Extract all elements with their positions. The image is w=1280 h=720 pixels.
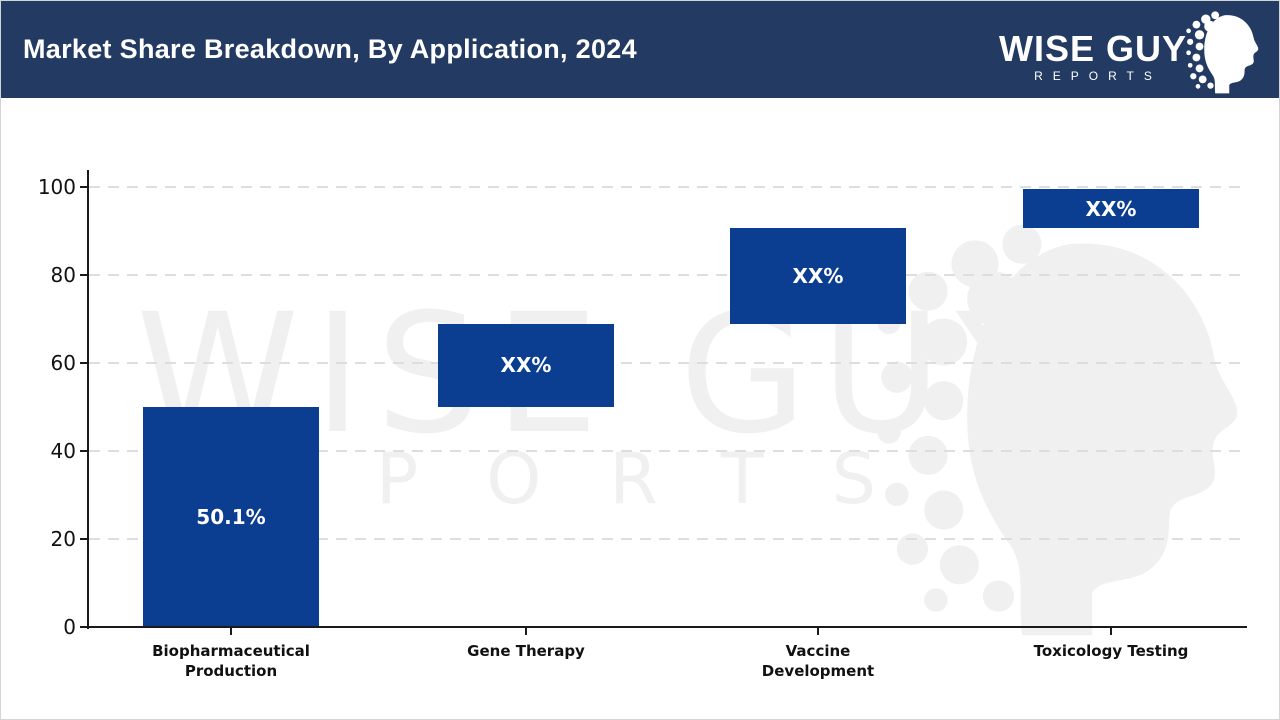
page-title: Market Share Breakdown, By Application, … [23,34,637,64]
x-axis-line [87,626,1247,628]
x-tick-mark [230,628,232,635]
y-tick-mark [80,186,88,188]
gridline [89,186,1246,188]
y-tick-mark [80,362,88,364]
x-category-label: Vaccine Development [761,642,875,680]
bar-segment: XX% [730,228,906,324]
y-tick-label: 20 [50,527,76,551]
logo-wordmark: WISE GUY [998,28,1187,69]
wiseguy-logo-text: WISE GUY REPORTS [999,30,1187,84]
gridline [89,450,1246,452]
x-tick-mark [525,628,527,635]
bar-segment: XX% [1023,189,1199,229]
bar-value-label: XX% [1085,196,1137,221]
y-tick-mark [80,538,88,540]
x-category-label: Gene Therapy [467,642,585,660]
y-tick-label: 0 [63,615,76,639]
gridline [89,274,1246,276]
y-tick-label: 40 [50,439,76,463]
y-tick-mark [80,450,88,452]
bar-value-label: XX% [792,264,844,289]
bar-segment: 50.1% [143,406,319,627]
gridline [89,362,1246,364]
y-axis-line [87,170,89,629]
x-tick-mark [1110,628,1112,635]
header-bar: Market Share Breakdown, By Application, … [1,1,1279,99]
wiseguy-face-icon [1177,9,1269,99]
y-tick-label: 60 [50,351,76,375]
bar-value-label: 50.1% [196,504,266,529]
gridline [89,538,1246,540]
x-category-label: Biopharmaceutical Production [152,642,310,680]
bar-segment: XX% [438,323,614,407]
y-tick-label: 80 [50,263,76,287]
y-tick-mark [80,274,88,276]
x-category-label: Toxicology Testing [1033,642,1189,660]
x-tick-mark [817,628,819,635]
wiseguy-logo: WISE GUY REPORTS [999,9,1269,99]
bar-value-label: XX% [500,353,552,378]
y-tick-label: 100 [37,175,76,199]
y-tick-mark [80,626,88,628]
logo-subtitle: REPORTS [1034,69,1162,83]
